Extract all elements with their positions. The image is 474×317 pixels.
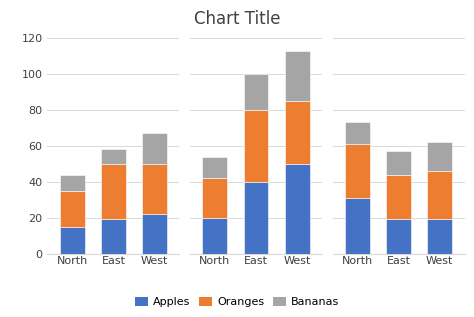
Bar	[60, 175, 84, 191]
Bar	[285, 164, 310, 254]
Bar	[142, 133, 167, 164]
Bar	[142, 164, 167, 214]
Bar	[202, 178, 227, 218]
Bar	[244, 74, 268, 110]
Bar	[428, 142, 452, 171]
Bar	[202, 218, 227, 254]
Bar	[285, 101, 310, 164]
Bar	[142, 214, 167, 254]
Bar	[386, 219, 411, 254]
Bar	[345, 122, 370, 144]
Bar	[345, 198, 370, 254]
Bar	[244, 110, 268, 182]
Bar	[60, 191, 84, 227]
Text: Chart Title: Chart Title	[194, 10, 280, 28]
Bar	[428, 219, 452, 254]
Bar	[202, 157, 227, 178]
Bar	[386, 151, 411, 175]
Bar	[101, 219, 126, 254]
Bar	[60, 227, 84, 254]
Bar	[101, 149, 126, 164]
Bar	[101, 164, 126, 219]
Bar	[428, 171, 452, 219]
Bar	[244, 182, 268, 254]
Bar	[345, 144, 370, 198]
Bar	[285, 51, 310, 101]
Bar	[386, 175, 411, 219]
Legend: Apples, Oranges, Bananas: Apples, Oranges, Bananas	[131, 292, 343, 311]
